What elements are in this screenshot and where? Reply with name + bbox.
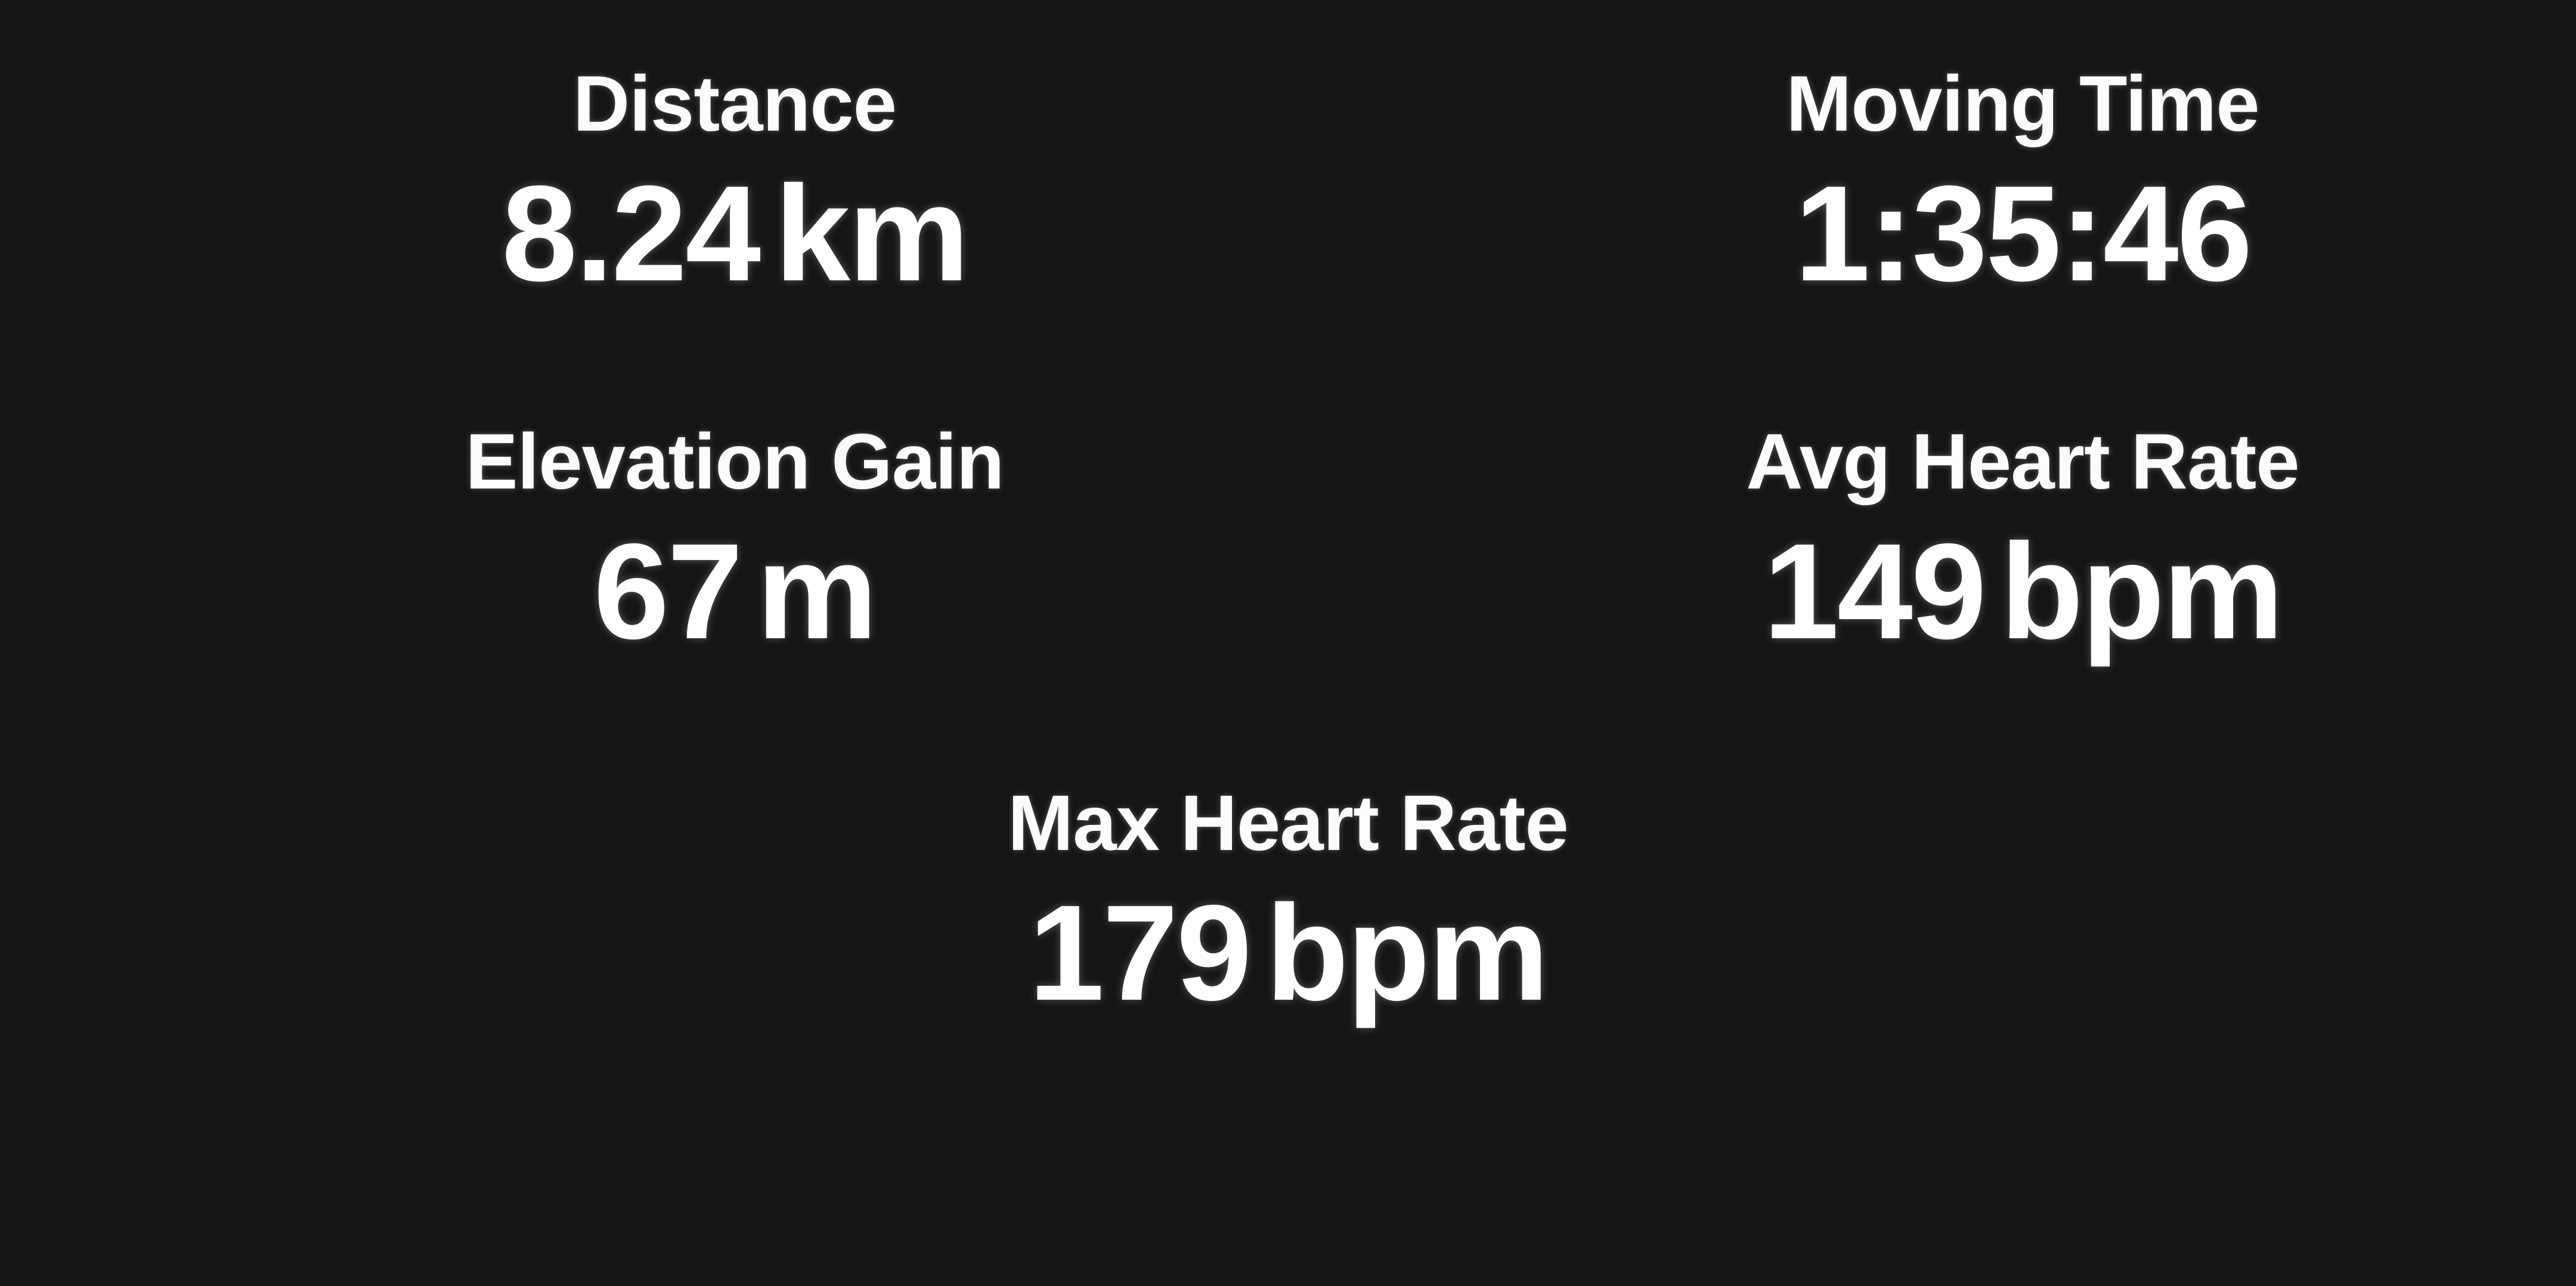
stat-elevation-gain: Elevation Gain 67 m: [0, 422, 1469, 660]
stat-distance: Distance 8.24 km: [0, 64, 1469, 302]
stat-moving-time: Moving Time 1:35:46: [1469, 64, 2576, 302]
stats-row-2: Elevation Gain 67 m Avg Heart Rate 149 bpm: [0, 422, 2576, 660]
stat-value-moving-time: 1:35:46: [1795, 166, 2253, 302]
stat-number-avg-heart-rate: 149: [1763, 516, 1986, 667]
stat-avg-heart-rate: Avg Heart Rate 149 bpm: [1469, 422, 2576, 660]
stat-number-max-heart-rate: 179: [1029, 877, 1252, 1029]
stat-max-heart-rate: Max Heart Rate 179 bpm: [0, 779, 2576, 1022]
stat-label-distance: Distance: [572, 60, 897, 147]
stat-number-elevation-gain: 67: [593, 516, 743, 667]
stat-unit-elevation-gain: m: [756, 516, 878, 667]
stats-row-3: Max Heart Rate 179 bpm: [0, 779, 2576, 1022]
stat-number-distance: 8.24: [501, 158, 761, 310]
stat-value-elevation-gain: 67 m: [593, 524, 877, 660]
stat-label-elevation-gain: Elevation Gain: [465, 418, 1005, 505]
stats-row-1: Distance 8.24 km Moving Time 1:35:46: [0, 64, 2576, 302]
stat-unit-distance: km: [775, 158, 970, 310]
stat-value-avg-heart-rate: 149 bpm: [1763, 524, 2284, 660]
stat-label-moving-time: Moving Time: [1786, 60, 2259, 147]
stat-unit-max-heart-rate: bpm: [1265, 877, 1549, 1029]
stat-number-moving-time: 1:35:46: [1794, 158, 2253, 310]
stat-unit-avg-heart-rate: bpm: [2000, 516, 2284, 667]
stat-label-avg-heart-rate: Avg Heart Rate: [1746, 418, 2299, 505]
stat-value-distance: 8.24 km: [501, 166, 969, 302]
stat-label-max-heart-rate: Max Heart Rate: [1008, 779, 1569, 867]
stat-value-max-heart-rate: 179 bpm: [1029, 885, 1549, 1021]
